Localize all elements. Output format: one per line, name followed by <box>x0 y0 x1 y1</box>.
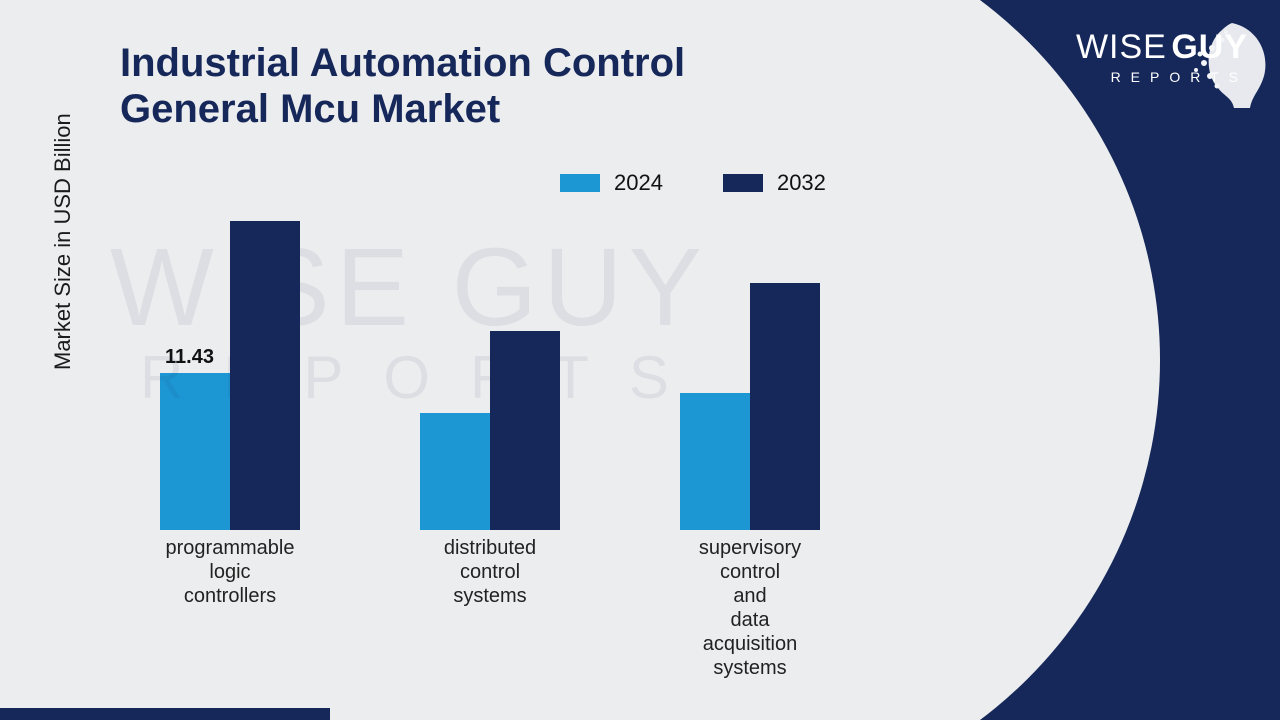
bar <box>750 283 820 531</box>
bar <box>230 221 300 530</box>
bar-chart: programmablelogiccontrollersdistributedc… <box>100 170 900 530</box>
bottom-accent-bar <box>0 708 330 720</box>
bar <box>680 393 750 531</box>
brand-subtitle: REPORTS <box>1076 69 1248 85</box>
bar-group: distributedcontrolsystems <box>420 200 560 530</box>
legend: 2024 2032 <box>560 170 826 196</box>
bar <box>490 331 560 530</box>
infographic-canvas: WISE GUY REPORTS WISE GUY REPORTS Indust… <box>0 0 1280 720</box>
plot-area: programmablelogiccontrollersdistributedc… <box>140 200 900 530</box>
bar <box>420 413 490 530</box>
legend-label: 2024 <box>614 170 663 196</box>
brand-word-2: GUY <box>1171 28 1248 66</box>
category-label: supervisorycontrolanddataacquisitionsyst… <box>665 530 835 680</box>
legend-label: 2032 <box>777 170 826 196</box>
legend-item: 2024 <box>560 170 663 196</box>
brand-logo: WISE GUY REPORTS <box>1076 28 1248 85</box>
chart-title: Industrial Automation Control General Mc… <box>120 40 840 132</box>
category-label: programmablelogiccontrollers <box>145 530 315 608</box>
legend-swatch <box>560 174 600 192</box>
bar-group: supervisorycontrolanddataacquisitionsyst… <box>680 200 820 530</box>
category-label: distributedcontrolsystems <box>405 530 575 608</box>
value-label: 11.43 <box>165 346 214 369</box>
brand-word-1: WISE <box>1076 28 1167 66</box>
legend-item: 2032 <box>723 170 826 196</box>
legend-swatch <box>723 174 763 192</box>
bar <box>160 373 230 530</box>
y-axis-label: Market Size in USD Billion <box>50 113 76 370</box>
